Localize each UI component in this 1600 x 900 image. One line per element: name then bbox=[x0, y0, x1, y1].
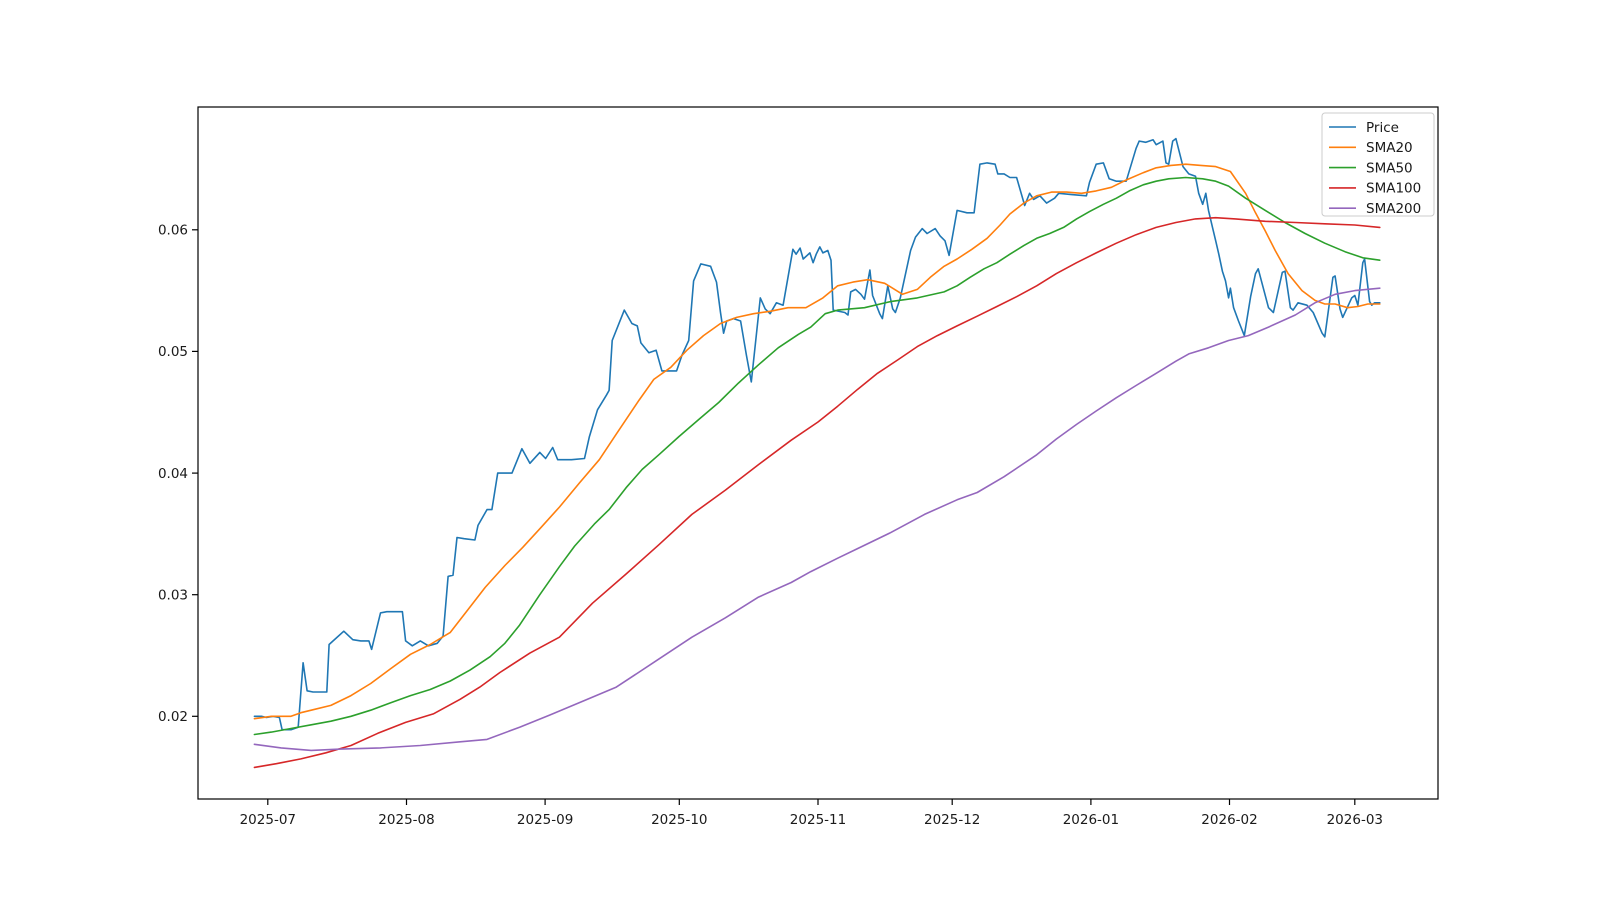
x-tick-label: 2025-10 bbox=[651, 812, 707, 828]
y-tick-label: 0.06 bbox=[158, 223, 188, 239]
legend-label-sma20: SMA20 bbox=[1366, 140, 1413, 156]
x-tick-label: 2025-08 bbox=[378, 812, 434, 828]
x-tick-label: 2025-11 bbox=[790, 812, 846, 828]
x-tick-label: 2025-07 bbox=[240, 812, 296, 828]
y-tick-label: 0.05 bbox=[158, 344, 188, 360]
legend-label-sma50: SMA50 bbox=[1366, 160, 1413, 176]
x-tick-label: 2026-02 bbox=[1201, 812, 1257, 828]
y-tick-label: 0.02 bbox=[158, 709, 188, 725]
legend-label-price: Price bbox=[1366, 120, 1399, 136]
series-line-sma200 bbox=[253, 287, 1381, 752]
legend-label-sma100: SMA100 bbox=[1366, 181, 1421, 197]
x-tick-label: 2026-03 bbox=[1327, 812, 1383, 828]
series-line-sma20 bbox=[253, 163, 1381, 720]
plot-border bbox=[197, 106, 1439, 800]
series-line-price bbox=[253, 137, 1381, 731]
legend-label-sma200: SMA200 bbox=[1366, 201, 1421, 217]
series-line-sma100 bbox=[253, 216, 1381, 769]
x-tick-label: 2025-12 bbox=[924, 812, 980, 828]
x-tick-label: 2025-09 bbox=[517, 812, 573, 828]
x-tick-label: 2026-01 bbox=[1063, 812, 1119, 828]
series-line-sma50 bbox=[253, 176, 1381, 736]
y-tick-label: 0.04 bbox=[158, 466, 188, 482]
y-tick-label: 0.03 bbox=[158, 588, 188, 604]
legend-box bbox=[1321, 112, 1435, 217]
series-group bbox=[253, 137, 1381, 769]
